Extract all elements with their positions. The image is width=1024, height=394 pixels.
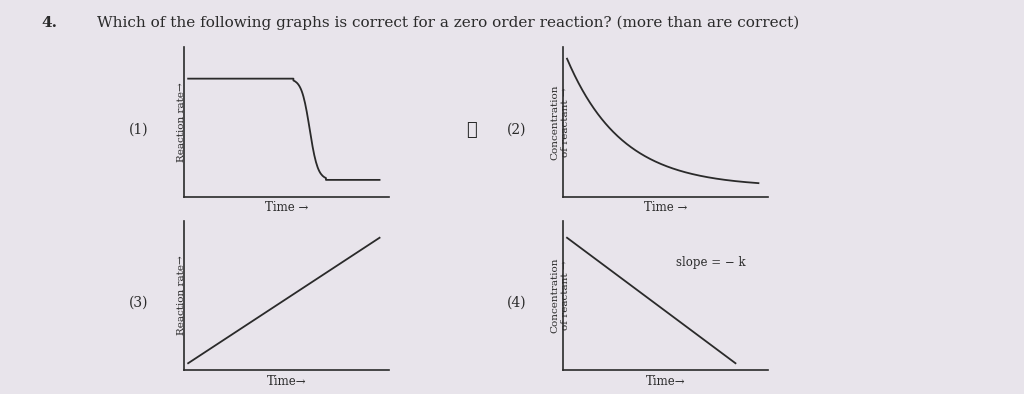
Y-axis label: Concentration
of reactant →: Concentration of reactant →	[551, 84, 570, 160]
Y-axis label: Reaction rate→: Reaction rate→	[177, 256, 186, 335]
Y-axis label: Concentration
of reactant →: Concentration of reactant →	[551, 258, 570, 333]
Text: (3): (3)	[128, 296, 148, 310]
X-axis label: Time →: Time →	[265, 201, 308, 214]
Text: Which of the following graphs is correct for a zero order reaction? (more than a: Which of the following graphs is correct…	[97, 16, 800, 30]
Text: (4): (4)	[507, 296, 527, 310]
X-axis label: Time→: Time→	[267, 375, 306, 388]
Text: (2): (2)	[507, 123, 527, 137]
Text: 4.: 4.	[41, 16, 57, 30]
X-axis label: Time →: Time →	[644, 201, 687, 214]
Text: (1): (1)	[128, 123, 148, 137]
Text: ✓: ✓	[466, 121, 476, 139]
Text: slope = − k: slope = − k	[676, 256, 745, 269]
Y-axis label: Reaction rate→: Reaction rate→	[177, 82, 186, 162]
X-axis label: Time→: Time→	[646, 375, 685, 388]
